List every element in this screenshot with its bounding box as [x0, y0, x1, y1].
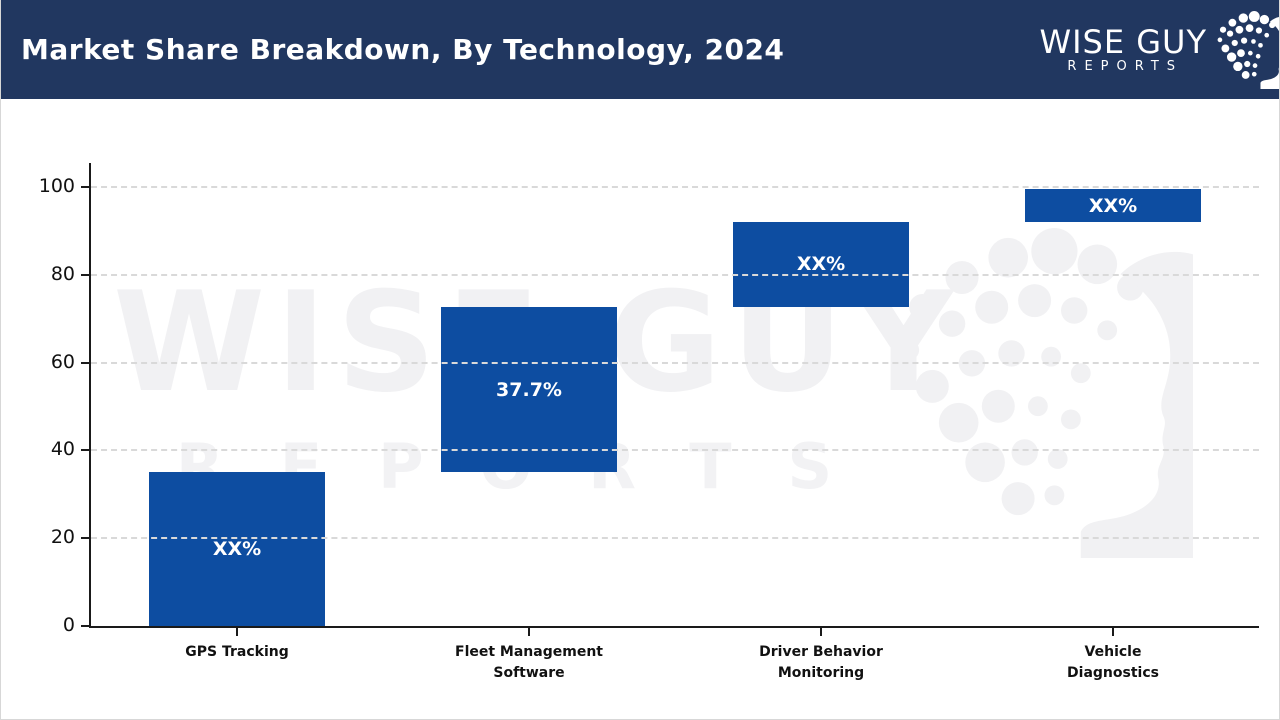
bar-value-label: XX%	[212, 538, 262, 561]
bar	[1025, 189, 1201, 223]
y-tick-label: 40	[50, 438, 75, 461]
x-axis-label-line: Monitoring	[777, 665, 865, 681]
bar-value-label: 37.7%	[496, 378, 562, 401]
logo-subtext: REPORTS	[1067, 58, 1184, 74]
gridline	[91, 273, 1259, 276]
gridline	[91, 186, 1259, 188]
gridline	[91, 537, 1259, 540]
y-tick-mark	[81, 361, 89, 364]
x-tick-mark	[820, 628, 822, 636]
x-axis-label: Driver Behavior Monitoring	[759, 642, 883, 684]
y-tick-label: 80	[50, 262, 75, 285]
gridline	[91, 449, 1259, 452]
x-axis-label-line: Vehicle	[1084, 644, 1142, 660]
y-tick-mark	[81, 273, 89, 276]
x-axis-label-line: Fleet Management	[455, 644, 603, 660]
bar-value-label: XX%	[1088, 194, 1138, 217]
y-tick-mark	[81, 449, 89, 452]
y-tick-label: 60	[50, 350, 75, 373]
wiseguy-logo: WISE GUY REPORTS	[1039, 0, 1279, 99]
x-axis-label: Vehicle Diagnostics	[1067, 642, 1159, 684]
x-axis-label-line: Diagnostics	[1067, 665, 1159, 681]
bar	[733, 222, 909, 307]
wiseguy-face-icon	[1217, 10, 1279, 89]
y-tick-label: 20	[50, 526, 75, 549]
x-tick-mark	[528, 628, 530, 636]
x-tick-mark	[236, 628, 238, 636]
x-axis-label: GPS Tracking	[185, 642, 288, 663]
y-tick-label: 100	[38, 175, 75, 197]
chart-title: Market Share Breakdown, By Technology, 2…	[21, 33, 785, 66]
x-tick-mark	[1112, 628, 1114, 636]
y-tick-label: 0	[62, 614, 75, 636]
y-tick-mark	[81, 186, 89, 188]
x-axis-label: Fleet Management Software	[455, 642, 603, 684]
bar	[441, 306, 617, 473]
bar	[149, 472, 325, 626]
header-bar: Market Share Breakdown, By Technology, 2…	[1, 0, 1279, 99]
logo-text: WISE GUY REPORTS	[1039, 25, 1207, 75]
x-axis-label-line: Software	[493, 665, 565, 681]
gridline	[91, 361, 1259, 364]
y-tick-mark	[81, 537, 89, 540]
x-axis-line	[89, 626, 1259, 628]
bar-value-label: XX%	[796, 253, 846, 276]
x-axis-label-line: Driver Behavior	[759, 644, 883, 660]
y-tick-mark	[81, 625, 89, 627]
logo-wordmark: WISE GUY	[1039, 22, 1207, 61]
y-axis-line	[89, 163, 91, 628]
watermark-face-icon	[899, 228, 1193, 558]
x-axis-label-line: GPS Tracking	[185, 644, 289, 660]
